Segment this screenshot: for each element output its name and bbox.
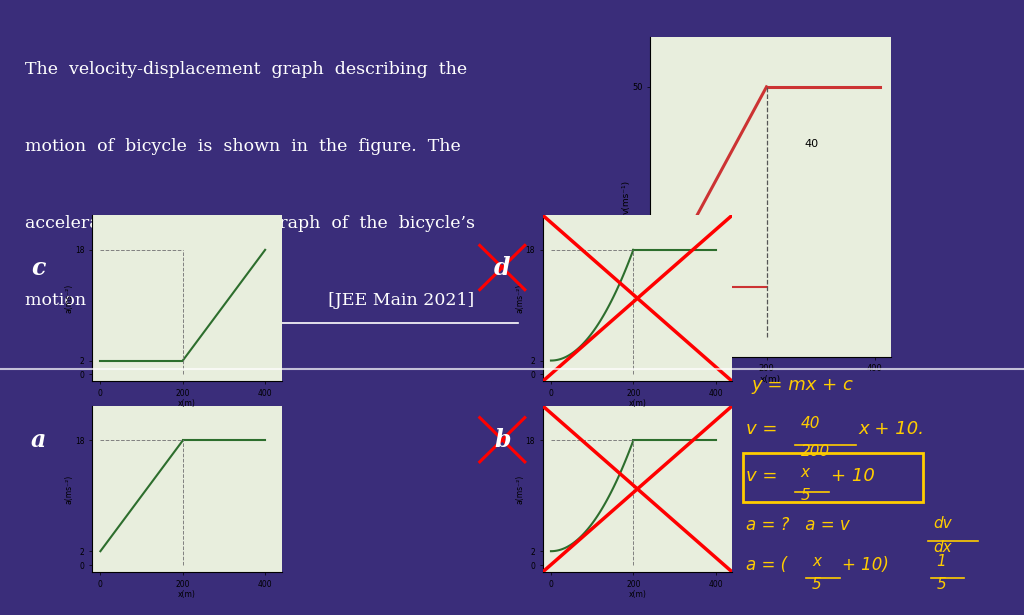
Text: a = (: a = ( (745, 556, 786, 574)
Y-axis label: a(ms⁻²): a(ms⁻²) (515, 474, 524, 504)
Text: v =: v = (745, 467, 777, 485)
X-axis label: x(m): x(m) (178, 399, 196, 408)
Text: a = ?   a = v: a = ? a = v (745, 516, 849, 534)
Text: 5: 5 (812, 577, 821, 592)
Text: motion is best described by:          [JEE Main 2021]: motion is best described by: [JEE Main 2… (25, 292, 474, 309)
Y-axis label: v(ms⁻¹): v(ms⁻¹) (622, 180, 631, 214)
Text: 40: 40 (801, 416, 820, 430)
Text: 200: 200 (669, 297, 684, 306)
X-axis label: x(m): x(m) (178, 590, 196, 599)
Text: c: c (31, 255, 46, 280)
Text: x: x (812, 554, 821, 569)
Text: 5: 5 (936, 577, 946, 592)
Text: + 10: + 10 (831, 467, 876, 485)
Text: + 10): + 10) (843, 556, 889, 574)
Text: acceleration-displacement  graph  of  the  bicycle’s: acceleration-displacement graph of the b… (25, 215, 475, 232)
Text: x: x (801, 465, 810, 480)
Y-axis label: a(ms⁻²): a(ms⁻²) (65, 284, 74, 313)
Text: v =: v = (745, 421, 777, 438)
Y-axis label: a(ms⁻²): a(ms⁻²) (515, 284, 524, 313)
Text: dx: dx (934, 539, 952, 555)
Text: 40: 40 (805, 139, 818, 149)
Text: 200: 200 (801, 444, 830, 459)
Text: d: d (494, 255, 511, 280)
Text: 1: 1 (936, 554, 946, 569)
Text: y = mx + c: y = mx + c (751, 376, 853, 394)
Y-axis label: a(ms⁻²): a(ms⁻²) (65, 474, 74, 504)
Text: a: a (31, 427, 46, 452)
X-axis label: x(m): x(m) (629, 590, 646, 599)
X-axis label: x(m): x(m) (760, 375, 781, 384)
Text: The  velocity-displacement  graph  describing  the: The velocity-displacement graph describi… (25, 60, 467, 77)
Text: 5: 5 (801, 488, 811, 503)
Text: motion  of  bicycle  is  shown  in  the  figure.  The: motion of bicycle is shown in the figure… (25, 138, 461, 154)
X-axis label: x(m): x(m) (629, 399, 646, 408)
Text: x + 10.: x + 10. (859, 421, 925, 438)
Text: dv: dv (934, 516, 952, 531)
Text: θ: θ (688, 269, 694, 279)
Text: b: b (494, 427, 511, 452)
